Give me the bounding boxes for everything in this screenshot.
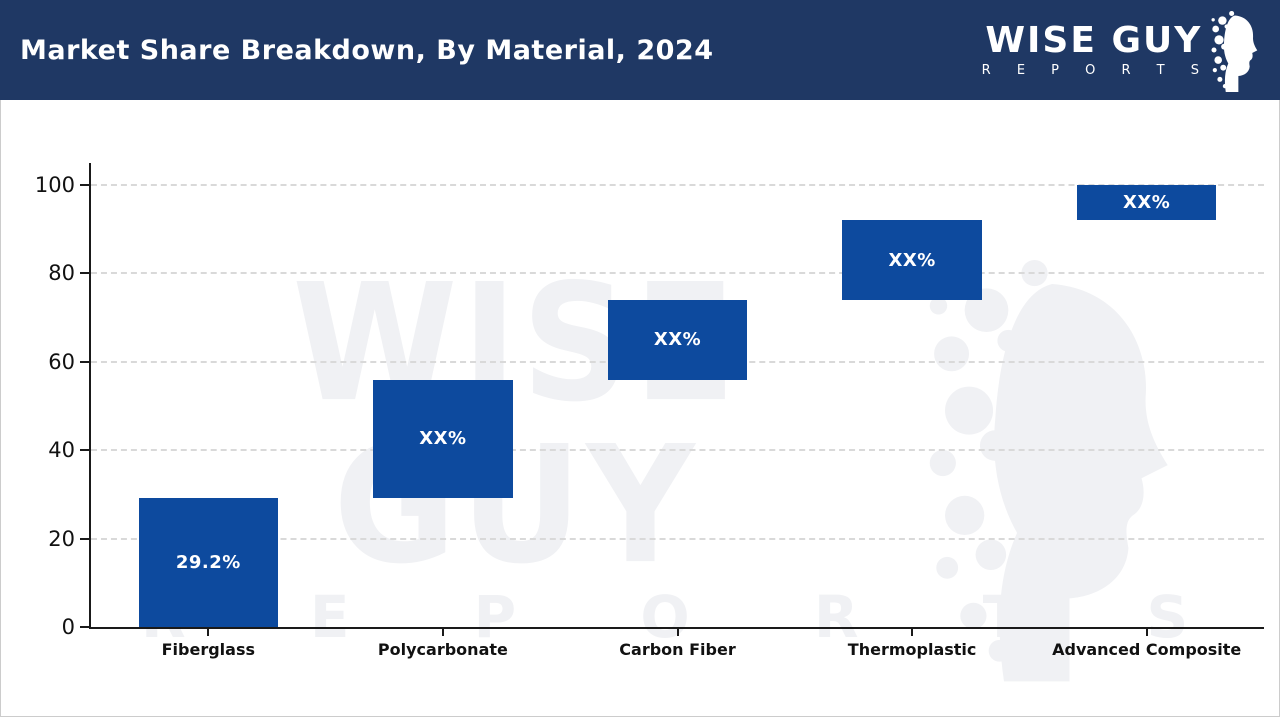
x-axis-tick xyxy=(207,629,210,636)
y-gridline xyxy=(91,449,1264,452)
y-axis-tick xyxy=(80,626,89,628)
bar-value-label: XX% xyxy=(1123,192,1171,214)
y-axis-tick xyxy=(80,184,89,187)
brand-face-icon xyxy=(1204,8,1266,92)
bar-segment: XX% xyxy=(842,220,982,300)
y-axis-label: 60 xyxy=(48,349,75,374)
x-axis-category-label: Fiberglass xyxy=(161,640,255,659)
y-axis-label: 0 xyxy=(61,615,75,639)
y-axis-label: 80 xyxy=(48,261,75,286)
bar-value-label: XX% xyxy=(888,249,936,271)
x-axis-tick xyxy=(1145,629,1148,636)
brand-logo-text: WISE GUY R E P O R T S xyxy=(978,19,1210,78)
y-axis-label: 40 xyxy=(48,438,75,463)
brand-logo: WISE GUY R E P O R T S xyxy=(978,8,1266,92)
y-axis-tick xyxy=(80,272,89,275)
x-axis-category-label: Thermoplastic xyxy=(847,640,977,659)
x-axis-category-label: Polycarbonate xyxy=(377,640,508,659)
chart-title: Market Share Breakdown, By Material, 202… xyxy=(20,34,714,66)
x-axis-tick xyxy=(911,629,914,636)
y-axis-tick xyxy=(80,537,89,540)
y-gridline xyxy=(91,537,1264,540)
bar-segment: 29.2% xyxy=(138,497,279,627)
bar-value-label: XX% xyxy=(653,329,702,351)
y-gridline xyxy=(91,184,1264,187)
plot-area: 0 20 40 60 80 100 29.2% Fiberglass XX% Polycarbon… xyxy=(35,163,1264,659)
brand-name: WISE GUY xyxy=(985,19,1203,61)
bar-segment: XX% xyxy=(1076,185,1217,221)
x-axis-category-label: Advanced Composite xyxy=(1052,640,1242,659)
bar-value-label: 29.2% xyxy=(175,551,241,573)
brand-subtitle: R E P O R T S xyxy=(981,62,1210,78)
y-axis-tick xyxy=(80,449,89,452)
x-axis-category-label: Carbon Fiber xyxy=(619,640,736,659)
bar-segment: XX% xyxy=(373,379,513,498)
y-gridline xyxy=(91,272,1264,275)
y-axis-label: 100 xyxy=(34,173,75,198)
x-axis-tick xyxy=(676,629,679,636)
y-axis-tick xyxy=(80,360,89,363)
x-axis-tick xyxy=(441,629,444,636)
y-axis-label: 20 xyxy=(48,526,75,551)
header-bar: Market Share Breakdown, By Material, 202… xyxy=(0,0,1280,100)
bar-segment: XX% xyxy=(607,299,748,380)
bar-value-label: XX% xyxy=(419,428,467,450)
